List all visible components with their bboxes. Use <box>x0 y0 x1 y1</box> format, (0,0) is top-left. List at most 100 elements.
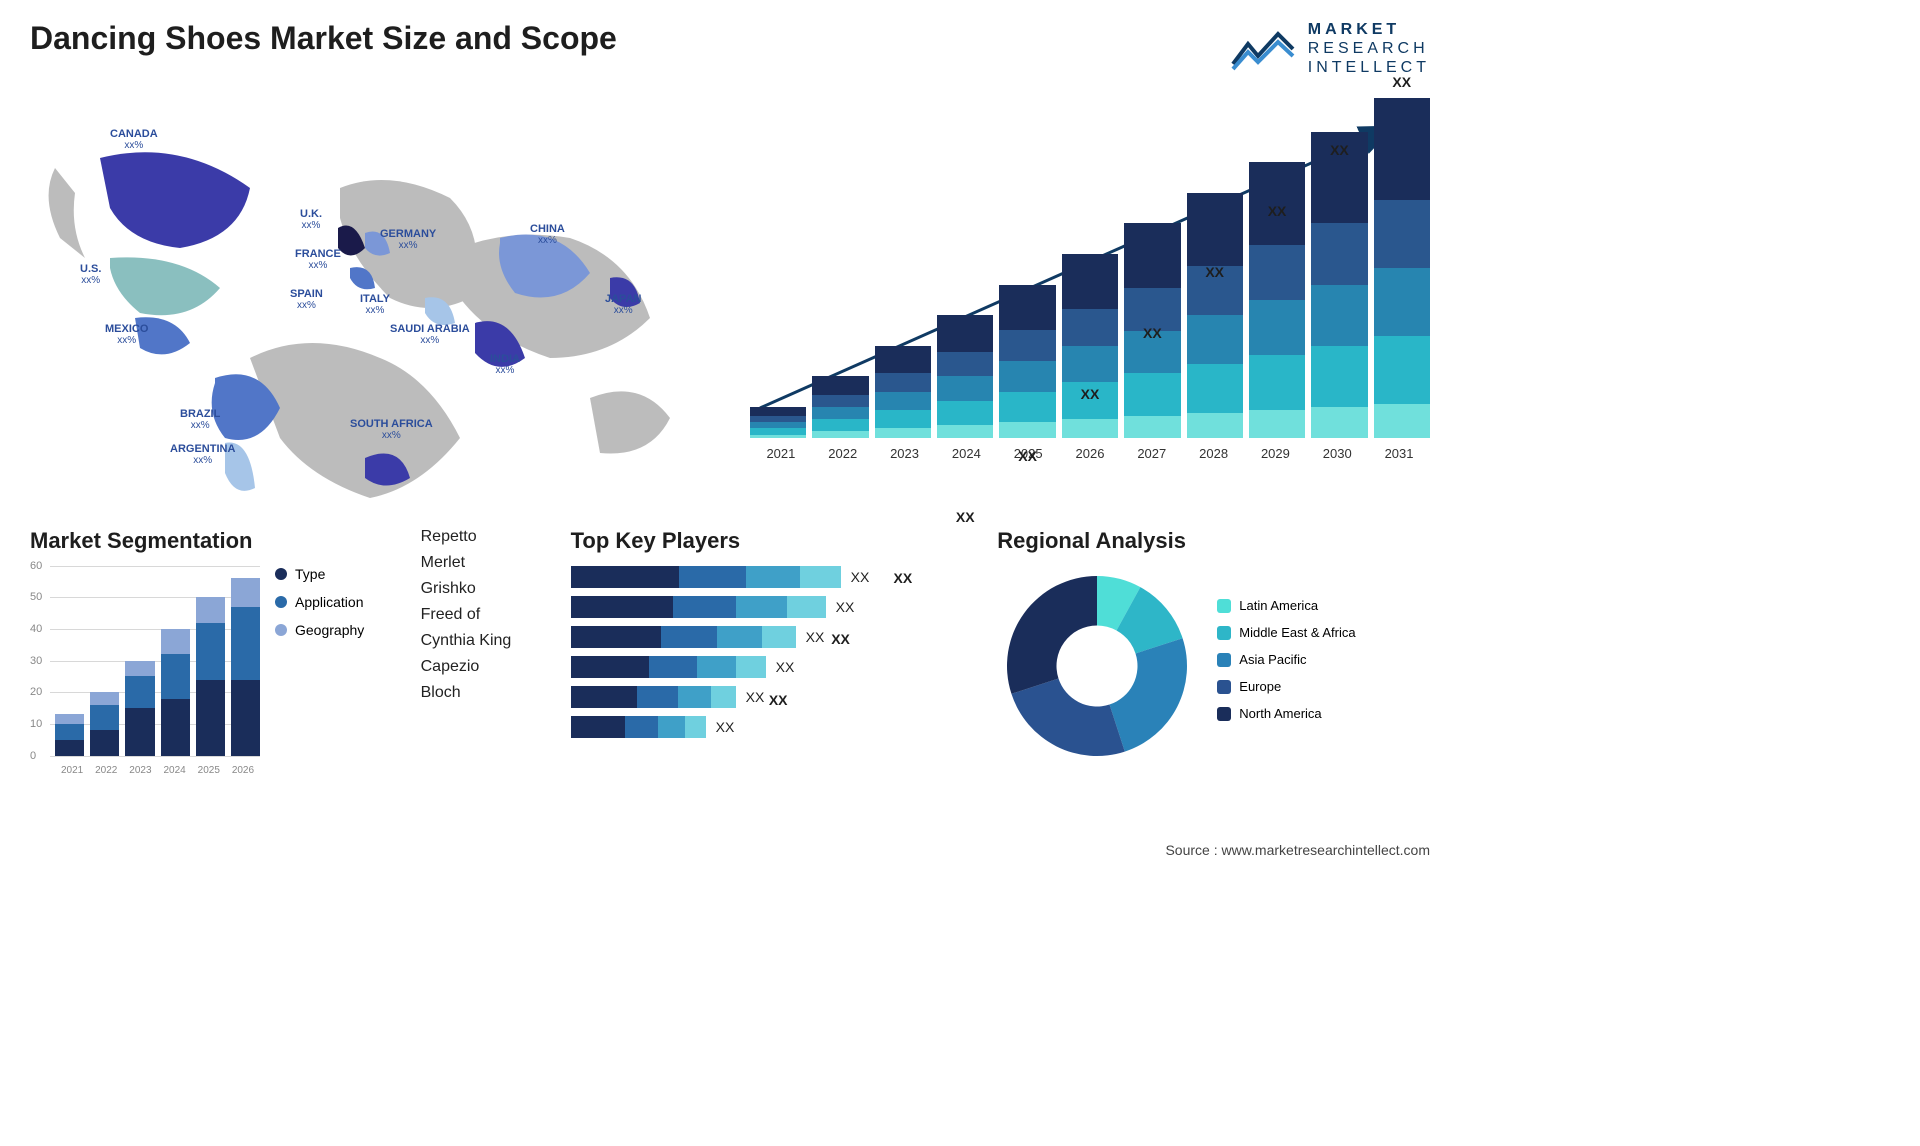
year-label: 2023 <box>874 446 936 461</box>
logo-icon <box>1228 24 1298 74</box>
bar-value-label: XX <box>1062 386 1118 402</box>
forecast-bar: XX <box>999 285 1055 438</box>
player-name: Capezio <box>421 658 541 676</box>
key-player-row: XX <box>571 596 968 618</box>
map-label: ARGENTINAxx% <box>170 443 235 466</box>
segmentation-bar <box>125 661 154 756</box>
forecast-bar: XX <box>1311 132 1367 438</box>
source-text: Source : www.marketresearchintellect.com <box>1165 842 1430 858</box>
map-label: JAPANxx% <box>605 293 641 316</box>
y-tick-label: 10 <box>30 718 42 730</box>
player-name: Grishko <box>421 580 541 598</box>
bar-value-label: XX <box>999 448 1055 464</box>
forecast-bar: XX <box>1062 254 1118 438</box>
key-players-heading: Top Key Players <box>571 528 968 554</box>
player-name: Merlet <box>421 554 541 572</box>
bar-value-label: XX <box>836 599 855 615</box>
regional-section: Regional Analysis Latin America Middle Ea… <box>997 528 1430 776</box>
player-name: Repetto <box>421 528 541 546</box>
year-label: 2026 <box>1059 446 1121 461</box>
y-tick-label: 20 <box>30 686 42 698</box>
segmentation-bar <box>161 629 190 756</box>
players-list: Repetto Merlet Grishko Freed of Cynthia King… <box>421 528 541 776</box>
donut-segment <box>1012 678 1125 755</box>
legend-item: Asia Pacific <box>1217 652 1355 667</box>
forecast-bar: XX <box>1249 162 1305 437</box>
forecast-bar: XX <box>875 346 931 438</box>
legend-item: Europe <box>1217 679 1355 694</box>
key-players-section: Top Key Players XX XX XX XX XX XX <box>571 528 968 776</box>
legend-item: Type <box>275 566 364 582</box>
regional-chart: Latin America Middle East & Africa Asia Pa… <box>997 566 1430 766</box>
year-label: 2026 <box>226 765 260 776</box>
player-name: Cynthia King <box>421 632 541 650</box>
donut-legend: Latin America Middle East & Africa Asia Pa… <box>1217 598 1355 733</box>
map-label: SOUTH AFRICAxx% <box>350 418 433 441</box>
year-label: 2025 <box>192 765 226 776</box>
header: Dancing Shoes Market Size and Scope MARK… <box>30 20 1430 78</box>
bar-value-label: XX <box>875 570 931 586</box>
legend-item: North America <box>1217 706 1355 721</box>
forecast-bar: XX <box>1187 193 1243 438</box>
bar-value-label: XX <box>851 569 870 585</box>
player-name: Bloch <box>421 684 541 702</box>
forecast-bar: XX <box>1374 98 1430 438</box>
key-player-row: XX <box>571 626 968 648</box>
year-label: 2031 <box>1368 446 1430 461</box>
key-player-row: XX <box>571 656 968 678</box>
y-tick-label: 50 <box>30 591 42 603</box>
y-tick-label: 0 <box>30 750 36 762</box>
year-label: 2023 <box>123 765 157 776</box>
segmentation-bar <box>90 692 119 755</box>
segmentation-heading: Market Segmentation <box>30 528 391 554</box>
forecast-bar: XX <box>1124 223 1180 437</box>
y-tick-label: 60 <box>30 560 42 572</box>
player-name: Freed of <box>421 606 541 624</box>
bar-value-label: XX <box>937 509 993 525</box>
brand-logo: MARKET RESEARCH INTELLECT <box>1228 20 1430 78</box>
y-tick-label: 40 <box>30 623 42 635</box>
segmentation-section: Market Segmentation 01020304050602021202… <box>30 528 391 776</box>
year-label: 2021 <box>750 446 812 461</box>
map-label: U.K.xx% <box>300 208 322 231</box>
map-label: U.S.xx% <box>80 263 101 286</box>
bar-value-label: XX <box>716 719 735 735</box>
y-tick-label: 30 <box>30 655 42 667</box>
map-label: CANADAxx% <box>110 128 158 151</box>
page-title: Dancing Shoes Market Size and Scope <box>30 20 617 57</box>
map-label: SPAINxx% <box>290 288 323 311</box>
year-label: 2027 <box>1121 446 1183 461</box>
year-label: 2024 <box>935 446 997 461</box>
map-label: BRAZILxx% <box>180 408 220 431</box>
bar-value-label: XX <box>1187 264 1243 280</box>
bar-value-label: XX <box>1249 203 1305 219</box>
segmentation-chart: 0102030405060202120222023202420252026 Ty… <box>30 566 391 776</box>
map-label: FRANCExx% <box>295 248 341 271</box>
regional-heading: Regional Analysis <box>997 528 1430 554</box>
year-label: 2022 <box>812 446 874 461</box>
map-label: ITALYxx% <box>360 293 390 316</box>
year-label: 2029 <box>1245 446 1307 461</box>
segmentation-bar <box>231 578 260 755</box>
map-label: MEXICOxx% <box>105 323 148 346</box>
key-player-row: XX <box>571 716 968 738</box>
bar-value-label: XX <box>1311 142 1367 158</box>
bottom-row: Market Segmentation 01020304050602021202… <box>30 528 1430 776</box>
key-players-chart: XX XX XX XX XX XX <box>571 566 968 738</box>
legend-item: Geography <box>275 622 364 638</box>
legend-item: Latin America <box>1217 598 1355 613</box>
forecast-chart: XXXXXXXXXXXXXXXXXXXXXX 20212022202320242… <box>750 98 1430 478</box>
bar-value-label: XX <box>750 692 806 708</box>
bar-value-label: XX <box>1374 74 1430 90</box>
donut-segment <box>1110 638 1187 751</box>
segmentation-legend: Type Application Geography <box>275 566 364 776</box>
year-label: 2022 <box>89 765 123 776</box>
forecast-bar: XX <box>750 407 806 438</box>
segmentation-bar <box>196 597 225 755</box>
legend-item: Middle East & Africa <box>1217 625 1355 640</box>
legend-item: Application <box>275 594 364 610</box>
bar-value-label: XX <box>776 659 795 675</box>
donut-segment <box>1007 576 1097 694</box>
forecast-bar: XX <box>812 376 868 437</box>
forecast-bar: XX <box>937 315 993 437</box>
